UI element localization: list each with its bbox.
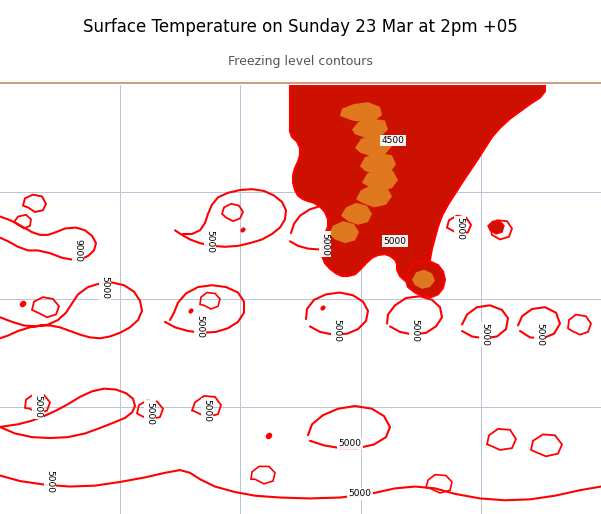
Text: 9000: 9000 [73, 239, 82, 262]
Text: 5000: 5000 [535, 323, 545, 346]
Text: 5000: 5000 [332, 319, 341, 342]
Text: 5000: 5000 [456, 217, 465, 240]
Polygon shape [329, 221, 359, 243]
Polygon shape [341, 203, 372, 225]
Polygon shape [356, 185, 392, 208]
Text: Freezing level contours: Freezing level contours [228, 54, 373, 67]
Polygon shape [355, 134, 392, 157]
Text: 5000: 5000 [34, 395, 43, 417]
Text: 5000: 5000 [383, 237, 406, 246]
Polygon shape [290, 85, 545, 283]
Polygon shape [406, 262, 445, 297]
Text: 5000: 5000 [349, 489, 371, 499]
Text: 5000: 5000 [195, 315, 204, 338]
Polygon shape [360, 153, 396, 175]
Text: 5000: 5000 [203, 399, 212, 422]
Polygon shape [412, 270, 435, 289]
Text: 5000: 5000 [100, 276, 109, 299]
Text: 5000: 5000 [481, 323, 489, 346]
Polygon shape [352, 119, 388, 139]
Polygon shape [488, 221, 504, 234]
Text: 5000: 5000 [338, 439, 361, 448]
Polygon shape [340, 102, 382, 122]
Text: 5000: 5000 [46, 470, 55, 493]
Text: 4500: 4500 [382, 136, 404, 145]
Text: 5000: 5000 [145, 402, 154, 425]
Text: 5000: 5000 [206, 230, 215, 253]
Text: 5000: 5000 [410, 320, 419, 342]
Text: Surface Temperature on Sunday 23 Mar at 2pm +05: Surface Temperature on Sunday 23 Mar at … [83, 18, 518, 36]
Polygon shape [362, 168, 398, 191]
Text: 5000: 5000 [320, 232, 329, 255]
